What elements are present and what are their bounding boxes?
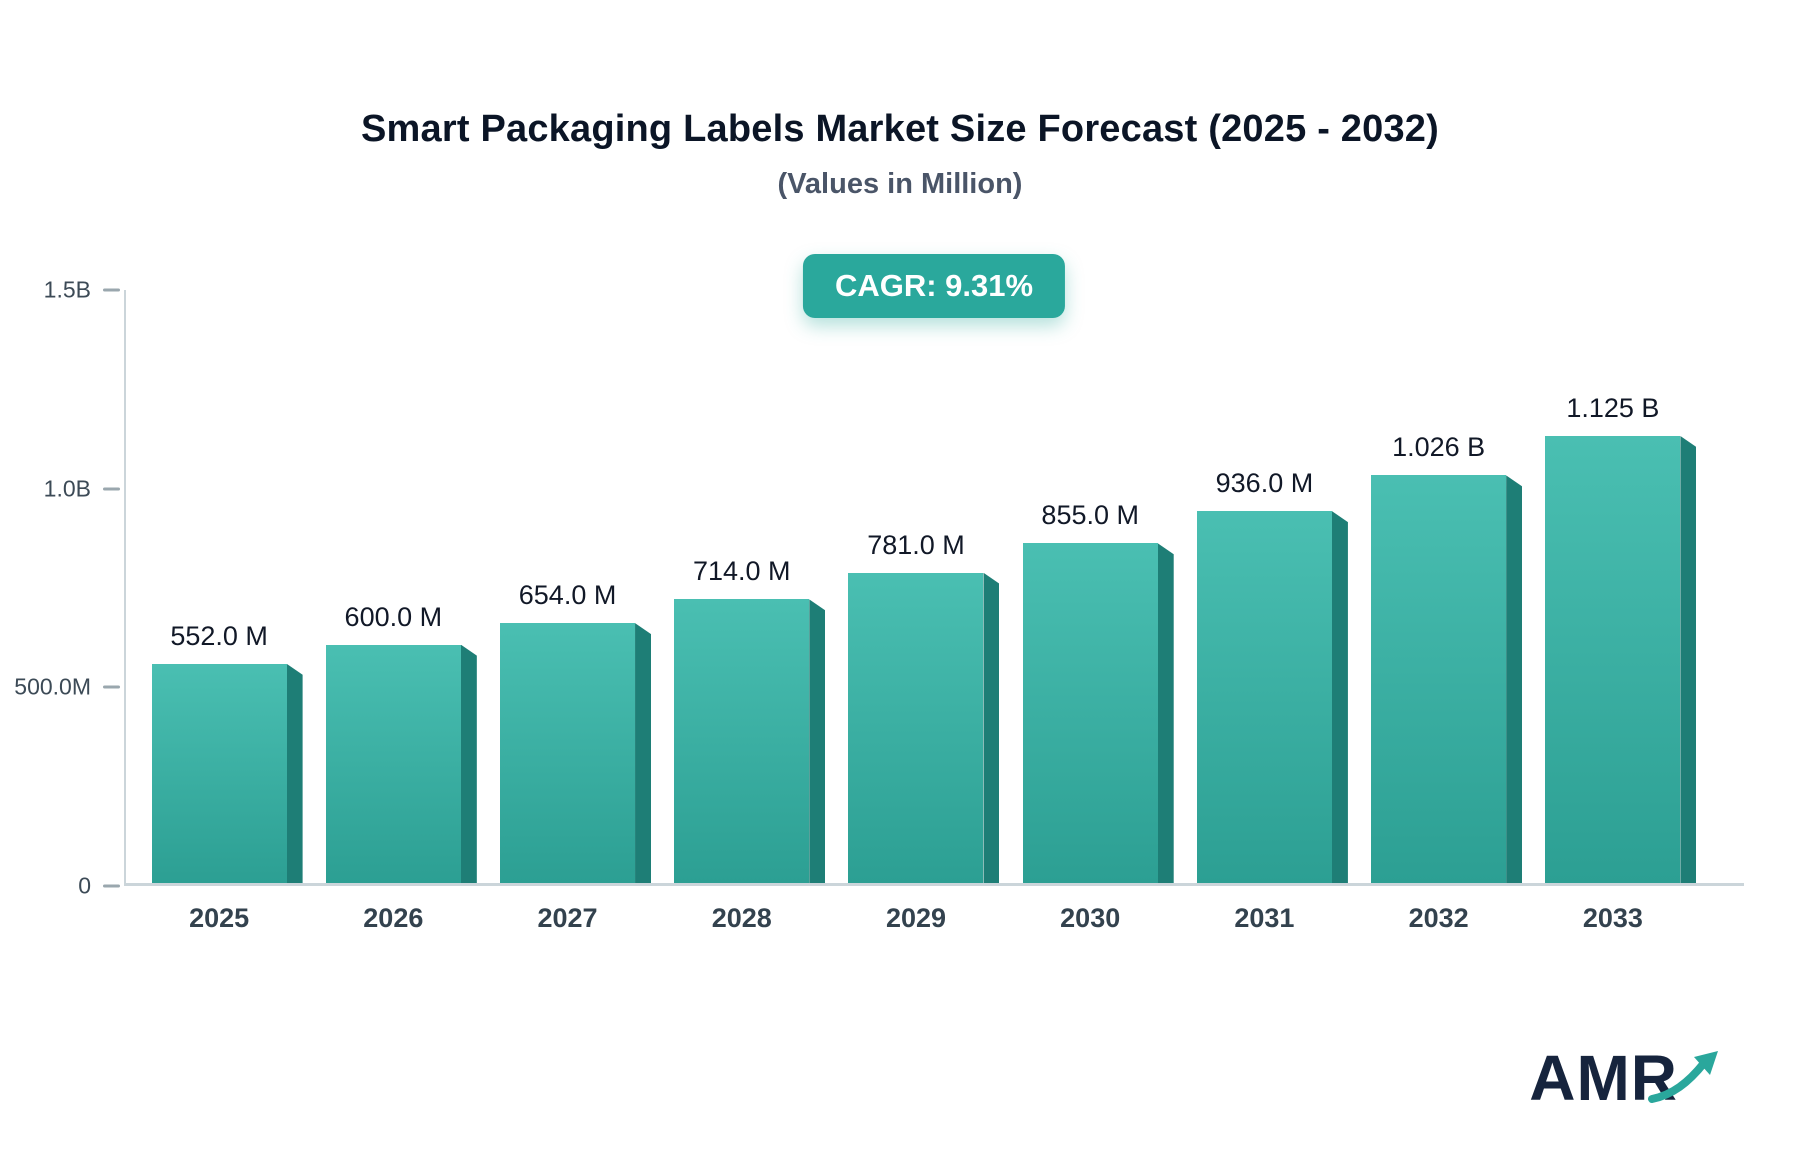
y-axis-tick-label: 1.5B [43, 276, 91, 303]
x-axis-label: 2028 [711, 903, 772, 933]
bar-side-face [1331, 511, 1348, 883]
bar-face [1196, 511, 1332, 883]
bar-group: 552.0 M 2025 [151, 290, 303, 933]
bar-group: 936.0 M 2031 [1196, 290, 1348, 933]
bar [848, 572, 1000, 883]
amr-logo: AMR [1529, 1046, 1722, 1110]
bar-face [151, 663, 287, 883]
bar-value-label: 654.0 M [518, 580, 617, 611]
tick-dash [103, 487, 120, 491]
bar-group: 1.026 B 2032 [1371, 290, 1523, 933]
y-axis-tick-label: 1.0B [43, 475, 91, 502]
bar [500, 623, 652, 883]
chart-subtitle: (Values in Million) [777, 168, 1023, 200]
cagr-badge: CAGR: 9.31% [802, 254, 1066, 318]
x-axis-label: 2027 [537, 903, 598, 933]
bar-face [500, 623, 636, 883]
bar [325, 644, 477, 883]
bar-value-label: 855.0 M [1041, 500, 1139, 531]
bar-value-label: 781.0 M [867, 529, 965, 560]
x-axis-label: 2025 [189, 903, 250, 933]
bar-face [674, 599, 810, 883]
bar-group: 654.0 M 2027 [500, 290, 652, 933]
y-axis-tick: 1.5B [44, 277, 120, 304]
bar-side-face [286, 663, 303, 883]
bar-face [848, 572, 984, 883]
y-axis-tick-label: 500.0M [14, 673, 91, 700]
bar-face [1371, 475, 1507, 883]
bar [151, 663, 303, 883]
bar [674, 599, 826, 883]
bar-side-face [1506, 475, 1523, 883]
growth-arrow-icon [1648, 1051, 1718, 1103]
y-axis-tick: 500.0M [14, 674, 120, 701]
bar-side-face [1157, 543, 1174, 883]
bar-face [1545, 436, 1681, 883]
bar-group: 714.0 M 2028 [674, 290, 826, 933]
bar [1022, 543, 1174, 883]
bar-face [1022, 543, 1158, 883]
bar-group: 781.0 M 2029 [848, 290, 1000, 933]
bar-value-label: 714.0 M [692, 556, 791, 587]
bar-side-face [635, 623, 652, 883]
bar-value-label: 1.026 B [1392, 432, 1486, 463]
bar-group: 1.125 B 2033 [1545, 290, 1697, 933]
bar-side-face [1680, 436, 1697, 883]
bar-side-face [460, 644, 477, 883]
y-axis-tick: 0 [78, 873, 120, 900]
x-axis-label: 2031 [1234, 903, 1295, 933]
tick-dash [103, 288, 120, 292]
bar-value-label: 1.125 B [1566, 393, 1660, 423]
bar [1196, 511, 1348, 883]
bar-value-label: 936.0 M [1215, 468, 1314, 499]
y-axis-tick-label: 0 [78, 872, 91, 899]
bar-side-face [809, 599, 826, 883]
bar-side-face [983, 572, 1000, 883]
bar [1545, 436, 1697, 883]
chart-title: Smart Packaging Labels Market Size Forec… [361, 108, 1439, 150]
y-axis: 1.5B 1.0B 500.0M 0 [8, 277, 120, 899]
x-axis-label: 2026 [363, 903, 424, 933]
y-axis-tick: 1.0B [44, 475, 120, 502]
bar-group: 855.0 M 2030 [1022, 290, 1174, 933]
bar-value-label: 552.0 M [170, 620, 268, 651]
bar-face [325, 644, 461, 883]
tick-dash [103, 884, 120, 888]
plot-area: 1.5B 1.0B 500.0M 0 552.0 M 2025 600.0 M 2026 65… [14, 277, 1744, 933]
x-axis-label: 2030 [1060, 903, 1121, 933]
x-axis-label: 2032 [1408, 903, 1469, 933]
bar [1371, 475, 1523, 883]
bar-value-label: 600.0 M [344, 601, 443, 632]
x-axis-label: 2033 [1582, 903, 1643, 933]
x-axis-label: 2029 [885, 903, 947, 933]
bar-group: 600.0 M 2026 [325, 290, 477, 933]
tick-dash [103, 685, 120, 689]
bars: 552.0 M 2025 600.0 M 2026 654.0 M 2027 714.0 M… [126, 290, 1706, 933]
